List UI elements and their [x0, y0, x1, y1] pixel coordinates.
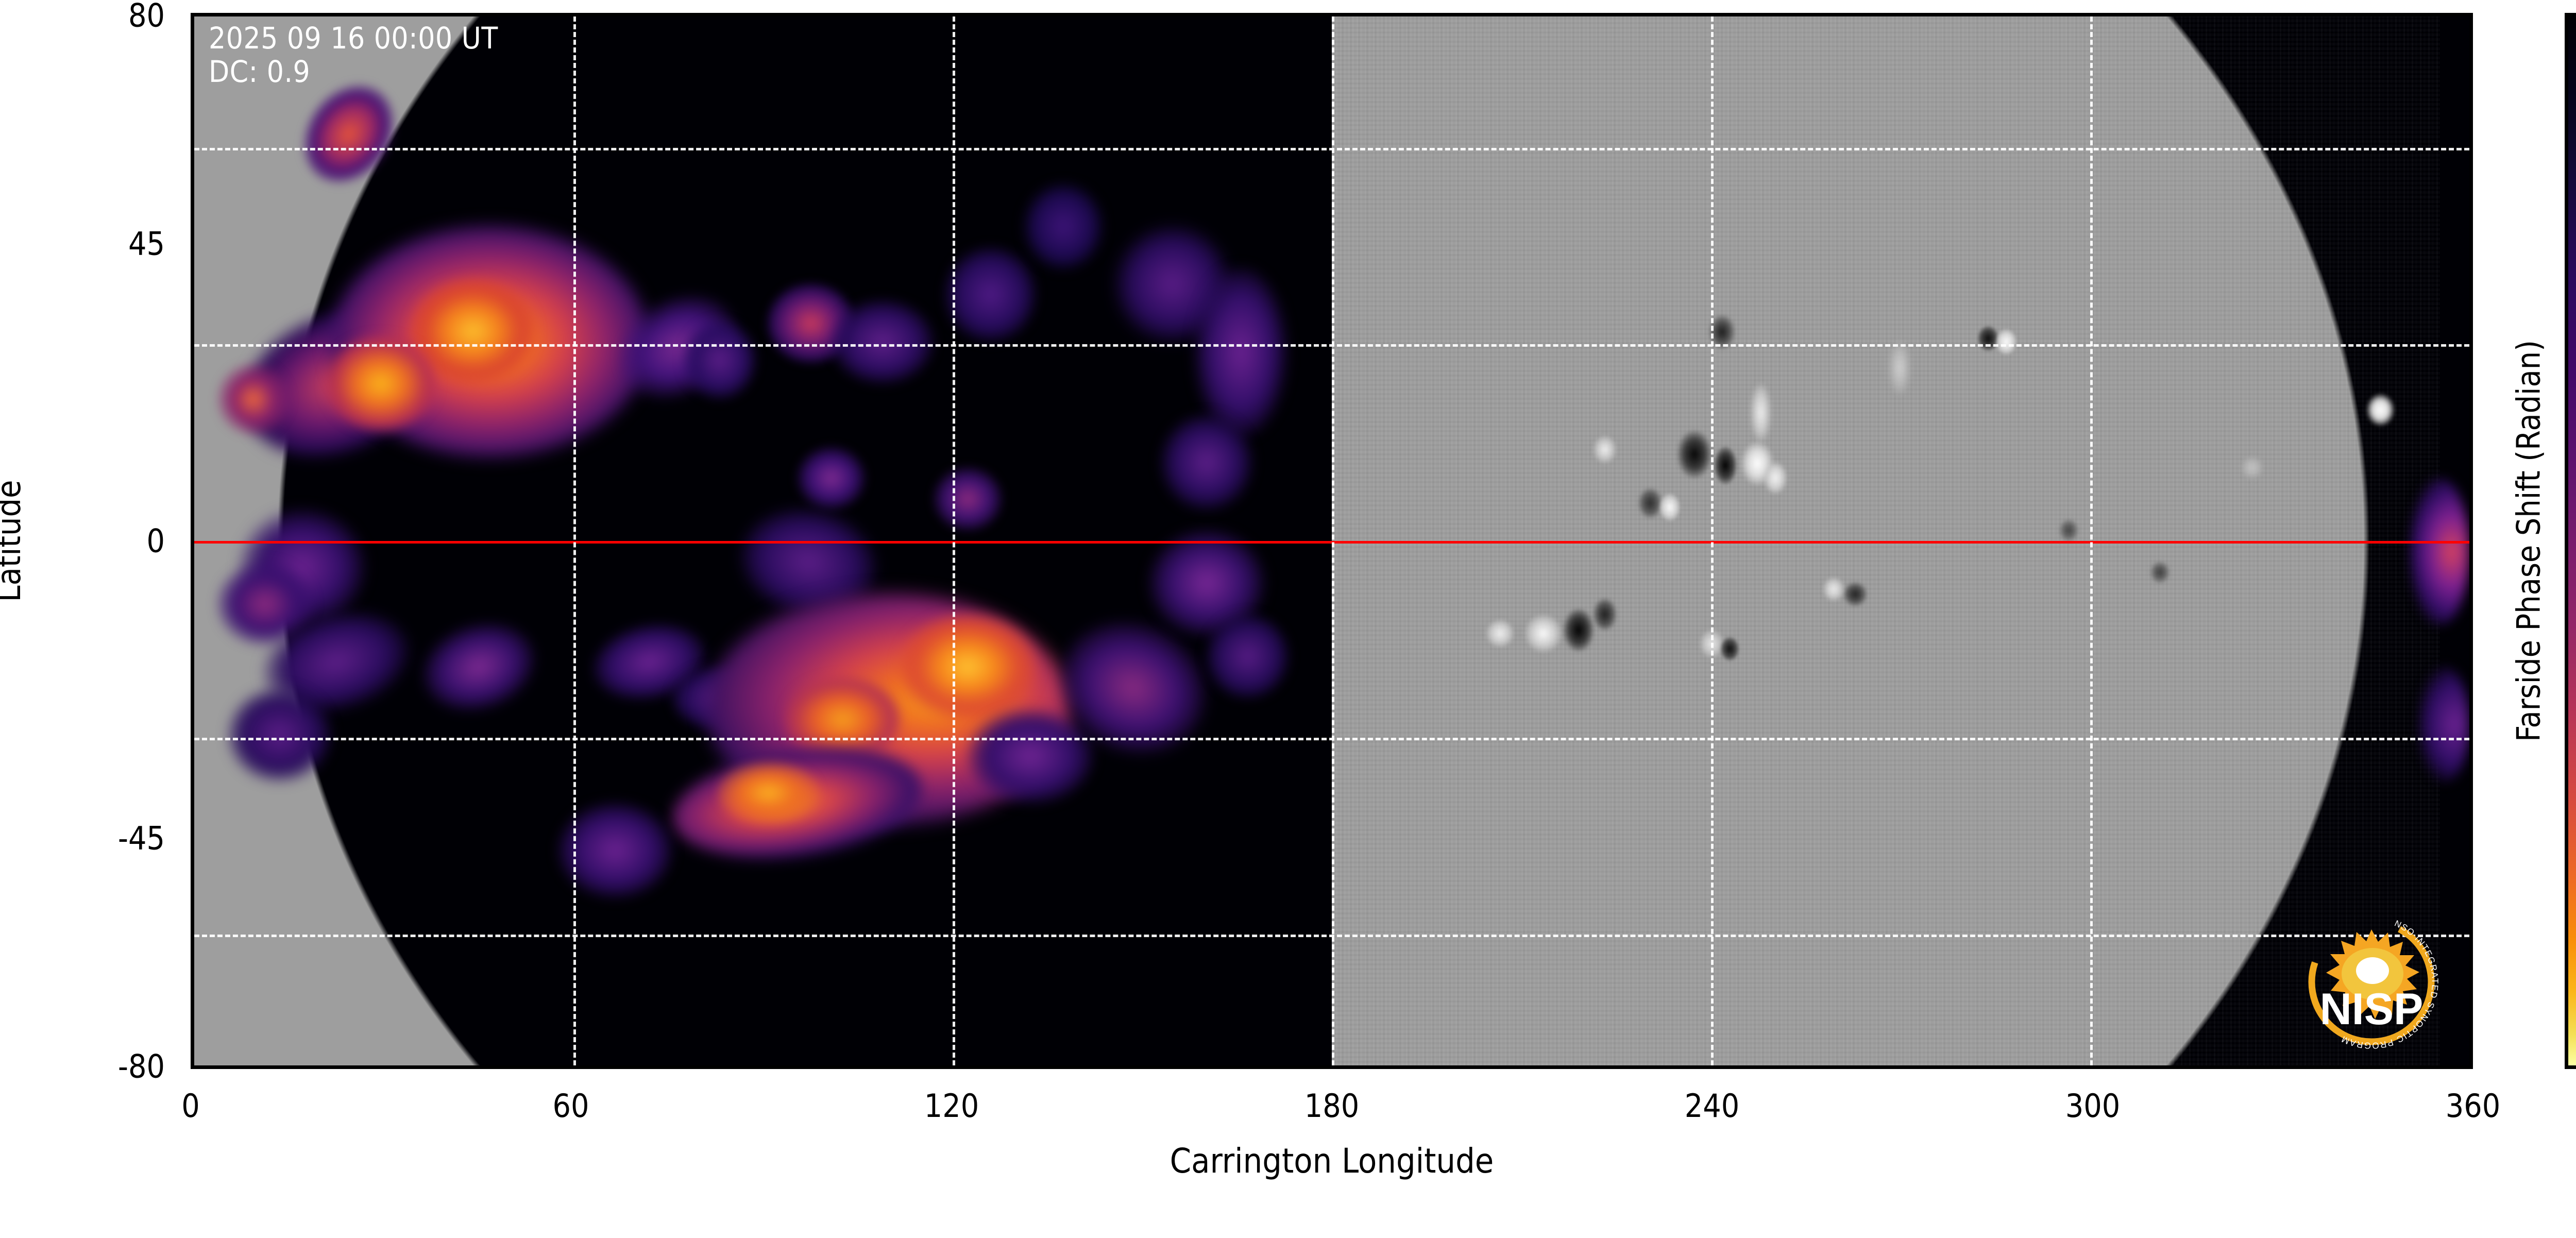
y-tick-label: 0: [146, 522, 165, 560]
x-tick-label: 60: [552, 1087, 589, 1125]
x-tick-label: 240: [1684, 1087, 1740, 1125]
logo-sun: [2326, 929, 2419, 1019]
gridline-lon-180: [1332, 16, 1334, 1065]
x-tick-label: 360: [2445, 1087, 2501, 1125]
x-tick-label: 300: [2065, 1087, 2121, 1125]
gridline-lon-300: [2090, 16, 2093, 1065]
map-annotation: 2025 09 16 00:00 UT DC: 0.9: [209, 22, 498, 89]
logo-acronym: NISP: [2320, 985, 2424, 1034]
x-tick-label: 180: [1304, 1087, 1360, 1125]
y-tick-label: 45: [128, 225, 165, 263]
gridline-lon-240: [1711, 16, 1714, 1065]
y-tick-label: -80: [117, 1047, 165, 1086]
nisp-logo: NSO INTEGRATED SYNOPTIC PROGRAM NISP: [2308, 918, 2439, 1050]
logo-ring: [2308, 919, 2435, 1045]
x-axis-title: Carrington Longitude: [1170, 1141, 1494, 1181]
logo-sun-core: [2356, 957, 2389, 984]
farside-colorbar: [2565, 13, 2576, 1069]
x-tick-label: 120: [924, 1087, 979, 1125]
annotation-datetime: 2025 09 16 00:00 UT: [209, 21, 498, 56]
y-tick-label: -45: [117, 819, 165, 857]
gridline-lon-60: [573, 16, 576, 1065]
x-tick-label: 0: [181, 1087, 200, 1125]
y-tick-label: 80: [128, 0, 165, 35]
gridline-lon-120: [952, 16, 955, 1065]
annotation-duty-cycle: DC: 0.9: [209, 54, 311, 89]
